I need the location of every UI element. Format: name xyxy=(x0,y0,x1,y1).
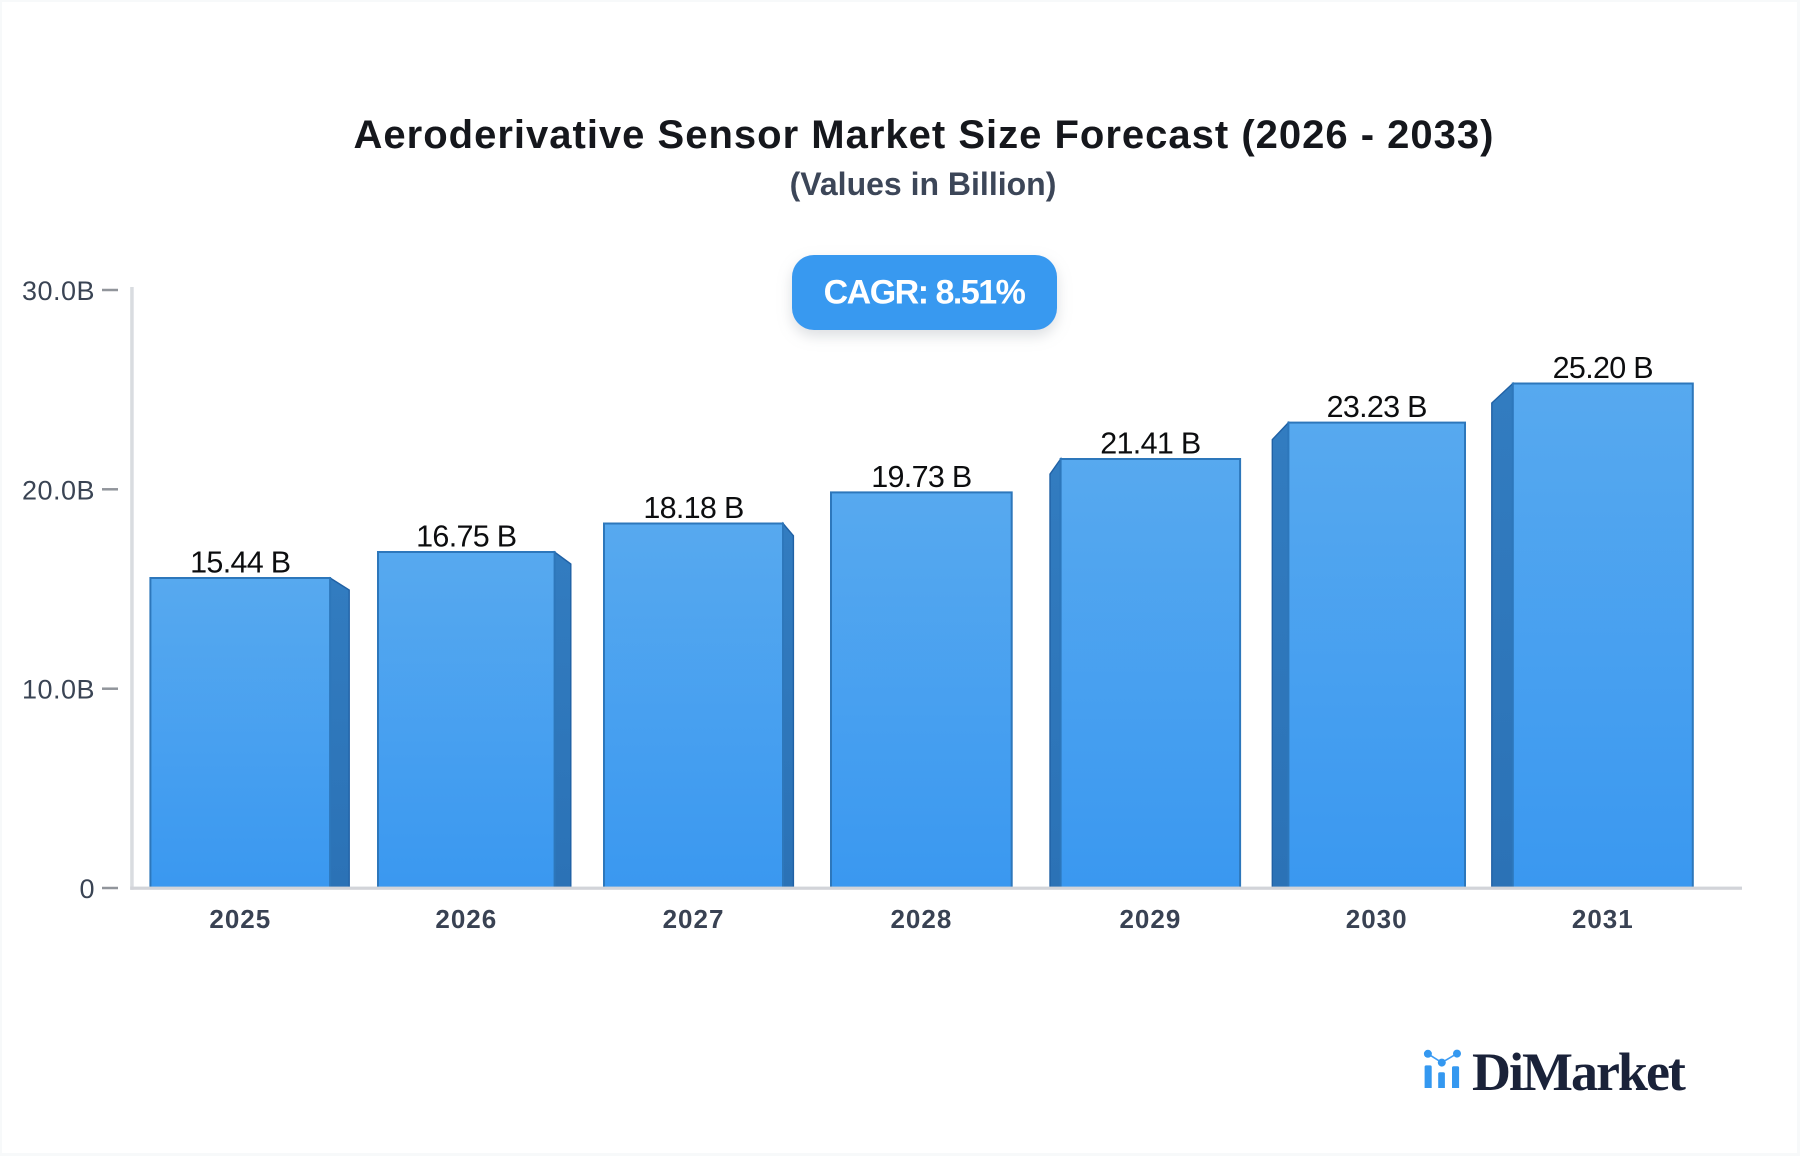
svg-text:2031: 2031 xyxy=(1572,904,1634,934)
svg-text:30.0B: 30.0B xyxy=(22,276,95,306)
svg-text:0: 0 xyxy=(79,874,95,904)
svg-text:CAGR: 8.51%: CAGR: 8.51% xyxy=(824,274,1026,312)
svg-text:2028: 2028 xyxy=(890,904,952,934)
svg-text:25.20 B: 25.20 B xyxy=(1553,351,1653,385)
svg-text:10.0B: 10.0B xyxy=(22,675,95,705)
svg-text:2026: 2026 xyxy=(435,904,497,934)
svg-text:2030: 2030 xyxy=(1346,904,1408,934)
svg-text:Aeroderivative Sensor Market S: Aeroderivative Sensor Market Size Foreca… xyxy=(354,113,1495,157)
svg-text:15.44 B: 15.44 B xyxy=(190,546,290,580)
svg-text:(Values in Billion): (Values in Billion) xyxy=(790,166,1057,202)
svg-text:2027: 2027 xyxy=(663,904,725,934)
svg-text:16.75 B: 16.75 B xyxy=(416,520,516,554)
svg-text:DiMarket: DiMarket xyxy=(1472,1042,1686,1102)
svg-text:2029: 2029 xyxy=(1119,904,1181,934)
svg-text:2025: 2025 xyxy=(209,904,271,934)
svg-text:18.18 B: 18.18 B xyxy=(643,491,743,525)
svg-text:23.23 B: 23.23 B xyxy=(1327,390,1427,424)
svg-text:19.73 B: 19.73 B xyxy=(871,460,971,494)
svg-text:21.41 B: 21.41 B xyxy=(1100,427,1200,461)
svg-text:20.0B: 20.0B xyxy=(22,475,95,505)
